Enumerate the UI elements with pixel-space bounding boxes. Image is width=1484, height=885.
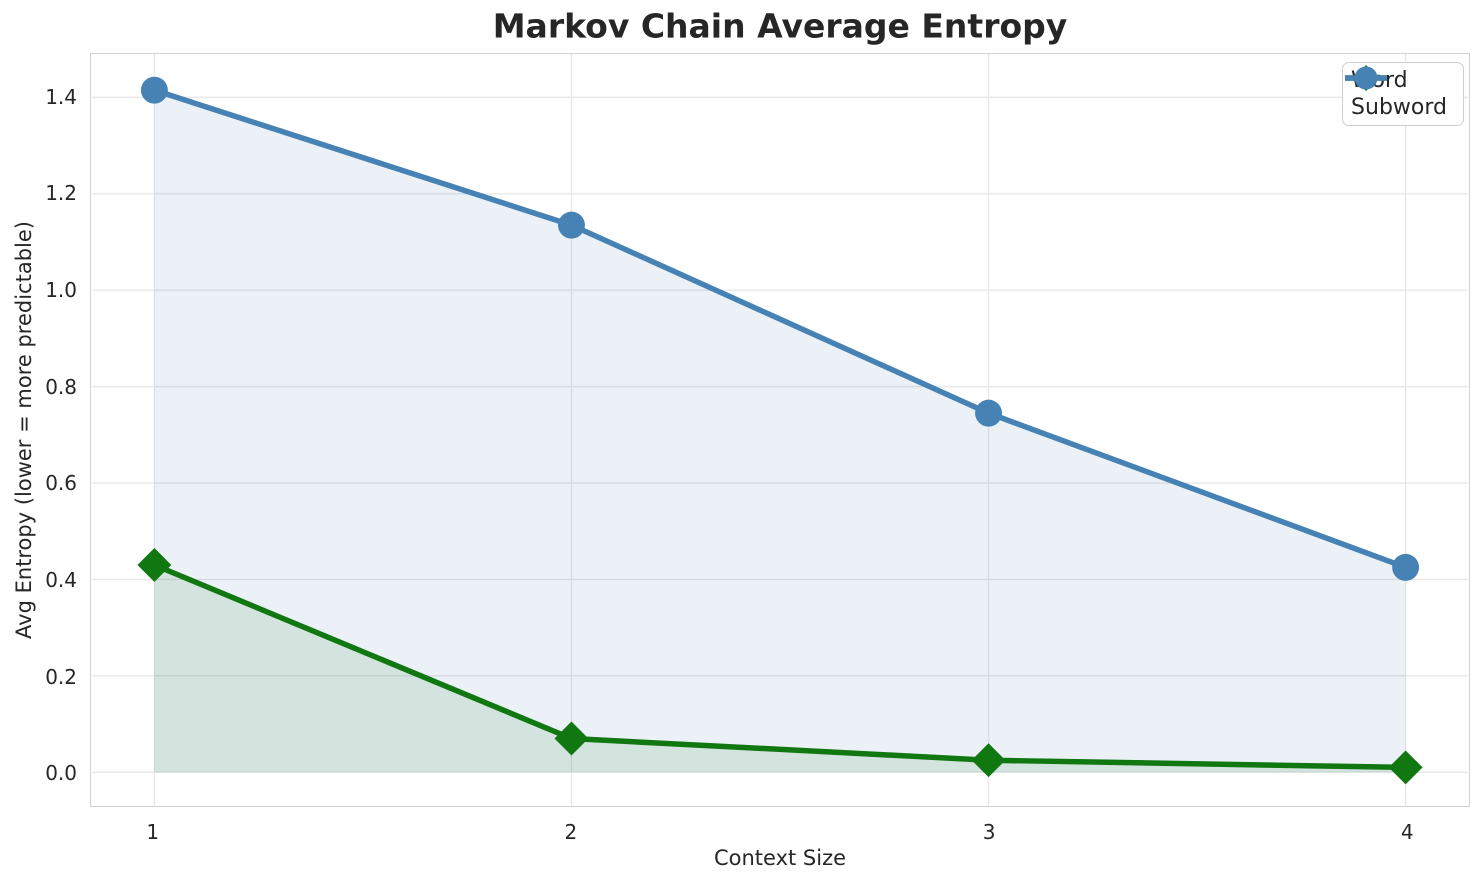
circle-marker: [140, 76, 168, 104]
y-tick-label: 0.0: [45, 761, 77, 786]
x-tick-label: 3: [982, 820, 996, 844]
circle-marker: [1392, 553, 1420, 581]
diamond-marker: [971, 743, 1006, 778]
area-fill-word: [154, 564, 1406, 773]
chart-title: Markov Chain Average Entropy: [492, 6, 1068, 46]
plot-area: WordSubword: [90, 53, 1470, 807]
diamond-marker: [554, 721, 589, 756]
line-word: [153, 562, 1406, 771]
y-tick-label: 1.2: [45, 181, 77, 206]
x-axis-label: Context Size: [713, 846, 847, 870]
legend-marker-circle: [1345, 66, 1388, 90]
legend-item-subword: Subword: [1345, 66, 1447, 120]
diamond-marker: [1388, 750, 1423, 785]
y-axis-label: Avg Entropy (lower = more predictable): [12, 221, 36, 639]
y-tick-label: 0.4: [45, 567, 77, 592]
legend-label: Subword: [1351, 95, 1447, 120]
y-tick-label: 1.0: [45, 277, 77, 302]
x-tick-label: 2: [564, 820, 578, 844]
x-tick-label: 1: [146, 820, 160, 844]
y-tick-label: 1.4: [45, 84, 77, 109]
circle-marker: [1354, 66, 1378, 90]
y-tick-label: 0.2: [45, 664, 77, 689]
circle-marker: [557, 211, 585, 239]
y-tick-label: 0.8: [45, 374, 77, 399]
y-tick-label: 0.6: [45, 471, 77, 496]
x-tick-label: 4: [1400, 820, 1414, 844]
circle-marker: [975, 399, 1003, 427]
legend: WordSubword: [1342, 62, 1464, 126]
plot-canvas: [91, 54, 1469, 806]
area-fill-subword: [154, 90, 1406, 773]
line-subword: [153, 87, 1407, 570]
